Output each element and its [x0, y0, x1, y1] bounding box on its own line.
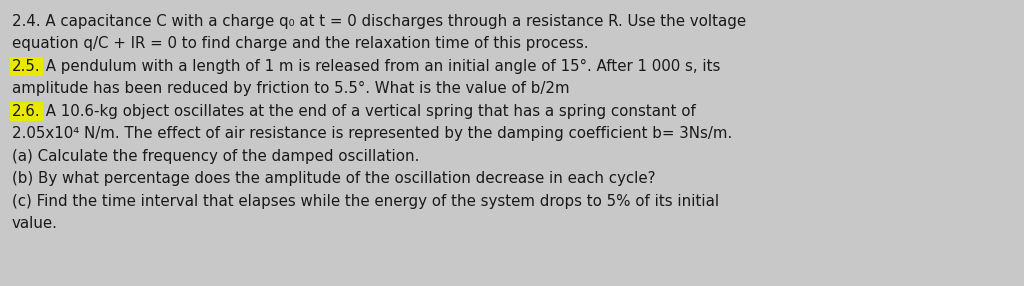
Text: (b) By what percentage does the amplitude of the oscillation decrease in each cy: (b) By what percentage does the amplitud… [12, 171, 655, 186]
Text: equation q/C + IR = 0 to find charge and the relaxation time of this process.: equation q/C + IR = 0 to find charge and… [12, 36, 589, 51]
Text: 2.6.: 2.6. [12, 104, 41, 119]
Text: A pendulum with a length of 1 m is released from an initial angle of 15°. After : A pendulum with a length of 1 m is relea… [41, 59, 720, 74]
Text: amplitude has been reduced by friction to 5.5°. What is the value of b/2m: amplitude has been reduced by friction t… [12, 81, 569, 96]
Text: 2.4. A capacitance C with a charge q₀ at t = 0 discharges through a resistance R: 2.4. A capacitance C with a charge q₀ at… [12, 14, 746, 29]
Text: A 10.6-kg object oscillates at the end of a vertical spring that has a spring co: A 10.6-kg object oscillates at the end o… [41, 104, 695, 119]
Text: value.: value. [12, 216, 58, 231]
Text: (a) Calculate the frequency of the damped oscillation.: (a) Calculate the frequency of the dampe… [12, 149, 420, 164]
Text: (c) Find the time interval that elapses while the energy of the system drops to : (c) Find the time interval that elapses … [12, 194, 719, 209]
Text: 2.5.: 2.5. [12, 59, 41, 74]
Text: 2.05x10⁴ N/m. The effect of air resistance is represented by the damping coeffic: 2.05x10⁴ N/m. The effect of air resistan… [12, 126, 732, 141]
